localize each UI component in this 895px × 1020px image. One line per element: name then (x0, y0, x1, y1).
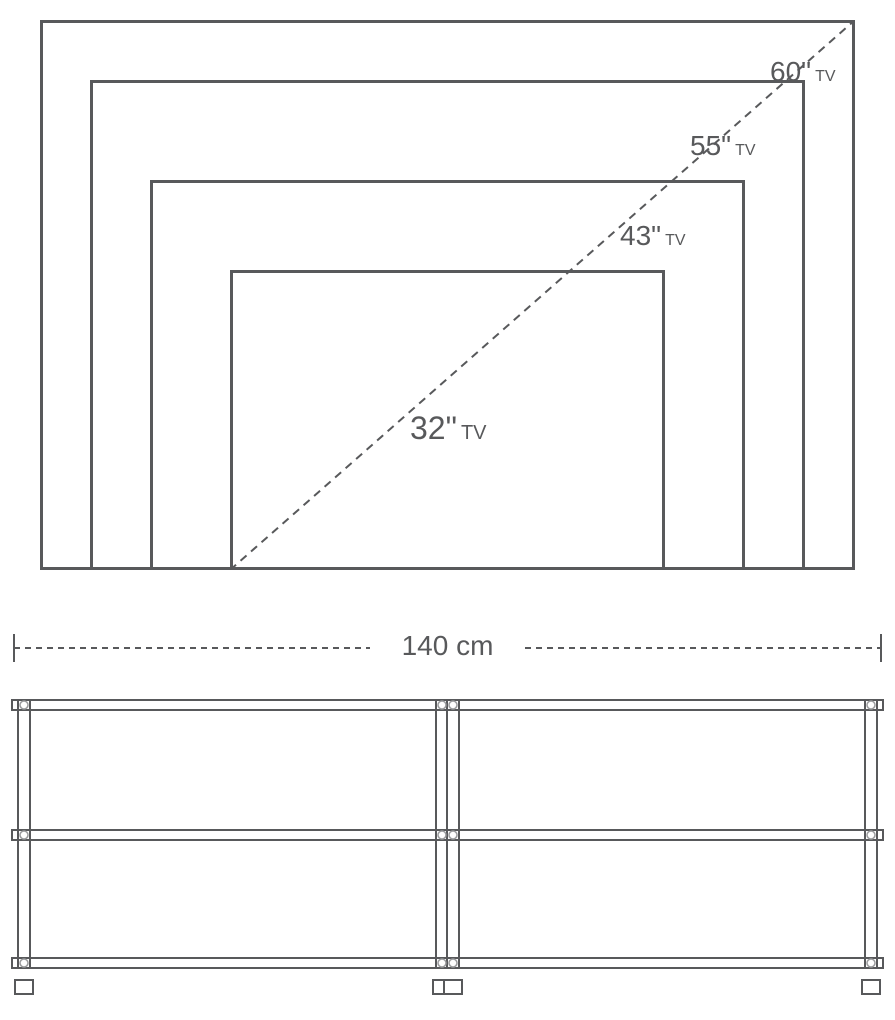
bolt-0-1 (20, 831, 28, 839)
bolt-2-0 (449, 701, 457, 709)
bolt-3-0 (867, 701, 875, 709)
foot-3 (862, 980, 880, 994)
bolt-1-2 (438, 959, 446, 967)
bolt-3-2 (867, 959, 875, 967)
tv-label-60: 60"TV (770, 56, 836, 88)
bolt-1-0 (438, 701, 446, 709)
tv-suffix-32: TV (461, 422, 487, 444)
tv-label-43: 43"TV (620, 220, 686, 252)
tv-stand-diagram (10, 690, 885, 1010)
foot-0 (15, 980, 33, 994)
tv-label-32: 32"TV (410, 410, 487, 447)
foot-2 (444, 980, 462, 994)
bolt-0-2 (20, 959, 28, 967)
tv-size-60: 60" (770, 56, 811, 87)
bolt-2-2 (449, 959, 457, 967)
tv-suffix-60: TV (815, 68, 835, 85)
tv-baseline (40, 567, 855, 570)
tv-size-43: 43" (620, 220, 661, 251)
tv-suffix-43: TV (665, 232, 685, 249)
bolt-3-1 (867, 831, 875, 839)
stand-svg (10, 690, 885, 1010)
tv-suffix-55: TV (735, 142, 755, 159)
bolt-1-1 (438, 831, 446, 839)
tv-size-32: 32" (410, 410, 457, 446)
tv-size-55: 55" (690, 130, 731, 161)
dimension-label: 140 cm (394, 630, 502, 662)
bolt-0-0 (20, 701, 28, 709)
bolt-2-1 (449, 831, 457, 839)
dimension-row: 140 cm (10, 630, 885, 680)
tv-label-55: 55"TV (690, 130, 756, 162)
tv-size-diagram: 60"TV 55"TV 43"TV 32"TV (40, 20, 855, 570)
